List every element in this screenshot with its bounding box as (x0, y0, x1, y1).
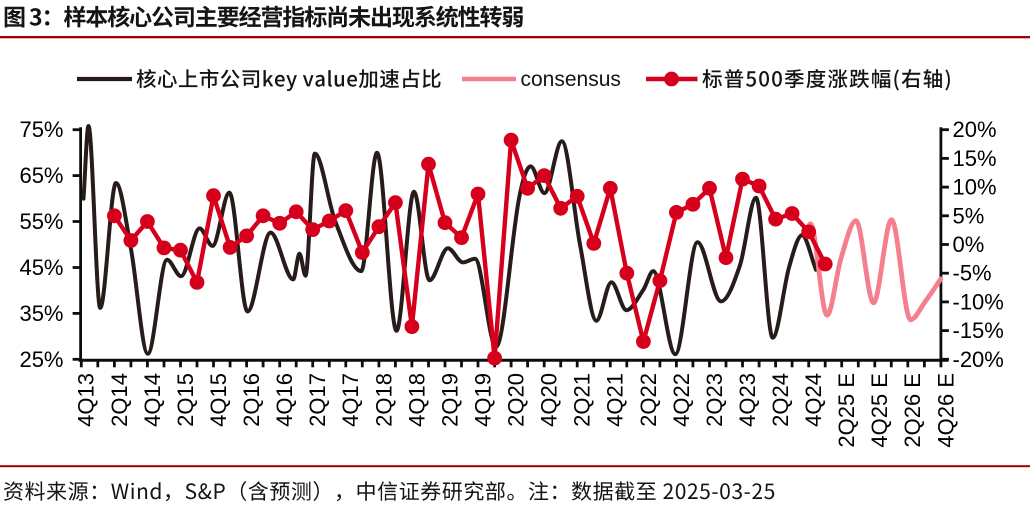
svg-text:4Q20: 4Q20 (537, 373, 562, 427)
svg-text:10%: 10% (953, 175, 997, 200)
svg-text:4Q15: 4Q15 (206, 373, 231, 427)
svg-text:0%: 0% (953, 232, 985, 257)
svg-text:4Q18: 4Q18 (404, 373, 429, 427)
svg-text:2Q16: 2Q16 (239, 373, 264, 427)
svg-text:75%: 75% (19, 117, 63, 142)
svg-text:65%: 65% (19, 163, 63, 188)
svg-text:4Q14: 4Q14 (140, 373, 165, 427)
svg-text:2Q25 E: 2Q25 E (834, 373, 859, 448)
svg-text:2Q26 E: 2Q26 E (900, 373, 925, 448)
svg-text:2Q15: 2Q15 (173, 373, 198, 427)
svg-text:4Q16: 4Q16 (272, 373, 297, 427)
svg-text:4Q26 E: 4Q26 E (933, 373, 958, 448)
svg-text:2Q18: 2Q18 (371, 373, 396, 427)
svg-text:-15%: -15% (953, 318, 1004, 343)
svg-text:15%: 15% (953, 146, 997, 171)
svg-text:20%: 20% (953, 117, 997, 142)
svg-text:4Q13: 4Q13 (74, 373, 99, 427)
svg-text:2Q17: 2Q17 (305, 373, 330, 427)
svg-text:55%: 55% (19, 209, 63, 234)
svg-text:4Q23: 4Q23 (735, 373, 760, 427)
svg-text:2Q23: 2Q23 (702, 373, 727, 427)
svg-text:2Q22: 2Q22 (636, 373, 661, 427)
svg-text:45%: 45% (19, 255, 63, 280)
svg-text:25%: 25% (19, 347, 63, 372)
svg-text:-20%: -20% (953, 347, 1004, 372)
svg-text:4Q17: 4Q17 (338, 373, 363, 427)
svg-text:35%: 35% (19, 301, 63, 326)
svg-text:2Q21: 2Q21 (570, 373, 595, 427)
svg-text:-5%: -5% (953, 261, 992, 286)
svg-text:2Q20: 2Q20 (504, 373, 529, 427)
svg-text:2Q14: 2Q14 (107, 373, 132, 427)
svg-text:4Q22: 4Q22 (669, 373, 694, 427)
svg-text:4Q19: 4Q19 (470, 373, 495, 427)
svg-text:4Q21: 4Q21 (603, 373, 628, 427)
svg-text:5%: 5% (953, 203, 985, 228)
svg-text:-10%: -10% (953, 289, 1004, 314)
svg-text:consensus: consensus (521, 68, 621, 91)
svg-text:2Q24: 2Q24 (768, 373, 793, 427)
svg-text:4Q25 E: 4Q25 E (867, 373, 892, 448)
svg-text:4Q24: 4Q24 (801, 373, 826, 427)
svg-text:2Q19: 2Q19 (437, 373, 462, 427)
